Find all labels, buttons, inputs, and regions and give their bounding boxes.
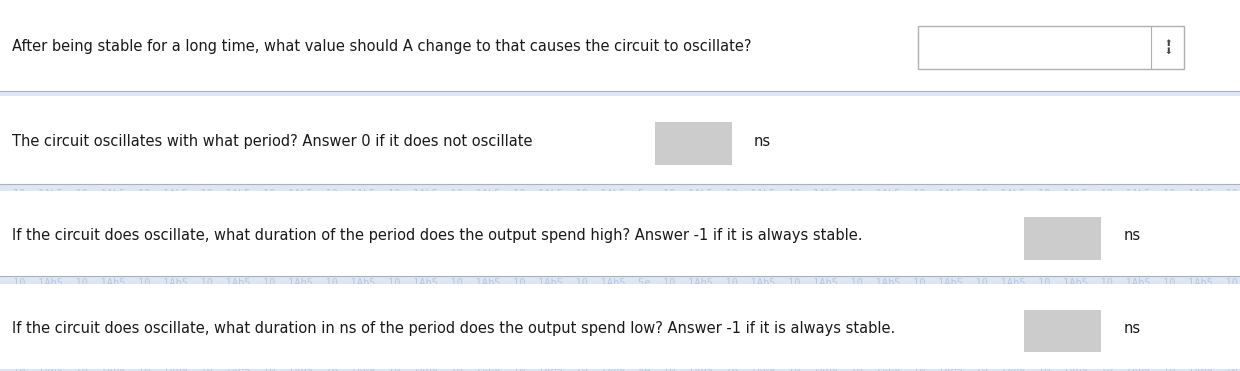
Text: 5e  10  1Ab5  10  1Ab5  10  1Ab5  10  1Ab5  10  1Ab5  10  1Ab5  10  1Ab5  10  1A: 5e 10 1Ab5 10 1Ab5 10 1Ab5 10 1Ab5 10 1A… xyxy=(0,366,1240,371)
Bar xyxy=(0,0,1240,91)
Bar xyxy=(0,96,1240,184)
Bar xyxy=(1024,310,1101,352)
Text: 5e  10  1Ab5  10  1Ab5  10  1Ab5  10  1Ab5  10  1Ab5  10  1Ab5  10  1Ab5  10  1A: 5e 10 1Ab5 10 1Ab5 10 1Ab5 10 1Ab5 10 1A… xyxy=(0,278,1240,288)
Text: 5e  10  1Ab5  10  1Ab5  10  1Ab5  10  1Ab5  10  1Ab5  10  1Ab5  10  1Ab5  10  1A: 5e 10 1Ab5 10 1Ab5 10 1Ab5 10 1Ab5 10 1A… xyxy=(0,313,1240,323)
Text: 5e  10  1Ab5  10  1Ab5  10  1Ab5  10  1Ab5  10  1Ab5  10  1Ab5  10  1Ab5  10  1A: 5e 10 1Ab5 10 1Ab5 10 1Ab5 10 1Ab5 10 1A… xyxy=(0,225,1240,235)
Text: 5e  10  1Ab5  10  1Ab5  10  1Ab5  10  1Ab5  10  1Ab5  10  1Ab5  10  1Ab5  10  1A: 5e 10 1Ab5 10 1Ab5 10 1Ab5 10 1Ab5 10 1A… xyxy=(0,48,1240,58)
Text: The circuit oscillates with what period? Answer 0 if it does not oscillate: The circuit oscillates with what period?… xyxy=(12,134,533,149)
Bar xyxy=(0,284,1240,369)
Text: ns: ns xyxy=(1123,321,1141,336)
Text: 5e  10  1Ab5  10  1Ab5  10  1Ab5  10  1Ab5  10  1Ab5  10  1Ab5  10  1Ab5  10  1A: 5e 10 1Ab5 10 1Ab5 10 1Ab5 10 1Ab5 10 1A… xyxy=(0,154,1240,164)
Bar xyxy=(918,26,1184,69)
Text: 5e  10  1Ab5  10  1Ab5  10  1Ab5  10  1Ab5  10  1Ab5  10  1Ab5  10  1Ab5  10  1A: 5e 10 1Ab5 10 1Ab5 10 1Ab5 10 1Ab5 10 1A… xyxy=(0,13,1240,23)
Text: 5e  10  1Ab5  10  1Ab5  10  1Ab5  10  1Ab5  10  1Ab5  10  1Ab5  10  1Ab5  10  1A: 5e 10 1Ab5 10 1Ab5 10 1Ab5 10 1Ab5 10 1A… xyxy=(0,0,1240,5)
Text: After being stable for a long time, what value should A change to that causes th: After being stable for a long time, what… xyxy=(12,39,751,54)
Text: 5e  10  1Ab5  10  1Ab5  10  1Ab5  10  1Ab5  10  1Ab5  10  1Ab5  10  1Ab5  10  1A: 5e 10 1Ab5 10 1Ab5 10 1Ab5 10 1Ab5 10 1A… xyxy=(0,260,1240,270)
Text: 5e  10  1Ab5  10  1Ab5  10  1Ab5  10  1Ab5  10  1Ab5  10  1Ab5  10  1Ab5  10  1A: 5e 10 1Ab5 10 1Ab5 10 1Ab5 10 1Ab5 10 1A… xyxy=(0,189,1240,199)
Text: 5e  10  1Ab5  10  1Ab5  10  1Ab5  10  1Ab5  10  1Ab5  10  1Ab5  10  1Ab5  10  1A: 5e 10 1Ab5 10 1Ab5 10 1Ab5 10 1Ab5 10 1A… xyxy=(0,136,1240,146)
Text: 5e  10  1Ab5  10  1Ab5  10  1Ab5  10  1Ab5  10  1Ab5  10  1Ab5  10  1Ab5  10  1A: 5e 10 1Ab5 10 1Ab5 10 1Ab5 10 1Ab5 10 1A… xyxy=(0,295,1240,305)
Bar xyxy=(655,122,732,165)
Text: 5e  10  1Ab5  10  1Ab5  10  1Ab5  10  1Ab5  10  1Ab5  10  1Ab5  10  1Ab5  10  1A: 5e 10 1Ab5 10 1Ab5 10 1Ab5 10 1Ab5 10 1A… xyxy=(0,348,1240,358)
Text: ns: ns xyxy=(754,134,771,149)
Text: 5e  10  1Ab5  10  1Ab5  10  1Ab5  10  1Ab5  10  1Ab5  10  1Ab5  10  1Ab5  10  1A: 5e 10 1Ab5 10 1Ab5 10 1Ab5 10 1Ab5 10 1A… xyxy=(0,101,1240,111)
Text: 5e  10  1Ab5  10  1Ab5  10  1Ab5  10  1Ab5  10  1Ab5  10  1Ab5  10  1Ab5  10  1A: 5e 10 1Ab5 10 1Ab5 10 1Ab5 10 1Ab5 10 1A… xyxy=(0,172,1240,182)
Text: 5e  10  1Ab5  10  1Ab5  10  1Ab5  10  1Ab5  10  1Ab5  10  1Ab5  10  1Ab5  10  1A: 5e 10 1Ab5 10 1Ab5 10 1Ab5 10 1Ab5 10 1A… xyxy=(0,83,1240,93)
Bar xyxy=(1024,217,1101,260)
Text: 5e  10  1Ab5  10  1Ab5  10  1Ab5  10  1Ab5  10  1Ab5  10  1Ab5  10  1Ab5  10  1A: 5e 10 1Ab5 10 1Ab5 10 1Ab5 10 1Ab5 10 1A… xyxy=(0,207,1240,217)
Text: If the circuit does oscillate, what duration in ns of the period does the output: If the circuit does oscillate, what dura… xyxy=(12,321,895,336)
Text: ⬆
⬇: ⬆ ⬇ xyxy=(1164,39,1172,56)
Text: 5e  10  1Ab5  10  1Ab5  10  1Ab5  10  1Ab5  10  1Ab5  10  1Ab5  10  1Ab5  10  1A: 5e 10 1Ab5 10 1Ab5 10 1Ab5 10 1Ab5 10 1A… xyxy=(0,30,1240,40)
Text: 5e  10  1Ab5  10  1Ab5  10  1Ab5  10  1Ab5  10  1Ab5  10  1Ab5  10  1Ab5  10  1A: 5e 10 1Ab5 10 1Ab5 10 1Ab5 10 1Ab5 10 1A… xyxy=(0,119,1240,129)
Bar xyxy=(0,191,1240,276)
Text: 5e  10  1Ab5  10  1Ab5  10  1Ab5  10  1Ab5  10  1Ab5  10  1Ab5  10  1Ab5  10  1A: 5e 10 1Ab5 10 1Ab5 10 1Ab5 10 1Ab5 10 1A… xyxy=(0,242,1240,252)
Text: 5e  10  1Ab5  10  1Ab5  10  1Ab5  10  1Ab5  10  1Ab5  10  1Ab5  10  1Ab5  10  1A: 5e 10 1Ab5 10 1Ab5 10 1Ab5 10 1Ab5 10 1A… xyxy=(0,66,1240,76)
Text: 5e  10  1Ab5  10  1Ab5  10  1Ab5  10  1Ab5  10  1Ab5  10  1Ab5  10  1Ab5  10  1A: 5e 10 1Ab5 10 1Ab5 10 1Ab5 10 1Ab5 10 1A… xyxy=(0,331,1240,341)
Text: If the circuit does oscillate, what duration of the period does the output spend: If the circuit does oscillate, what dura… xyxy=(12,228,863,243)
Text: ns: ns xyxy=(1123,228,1141,243)
